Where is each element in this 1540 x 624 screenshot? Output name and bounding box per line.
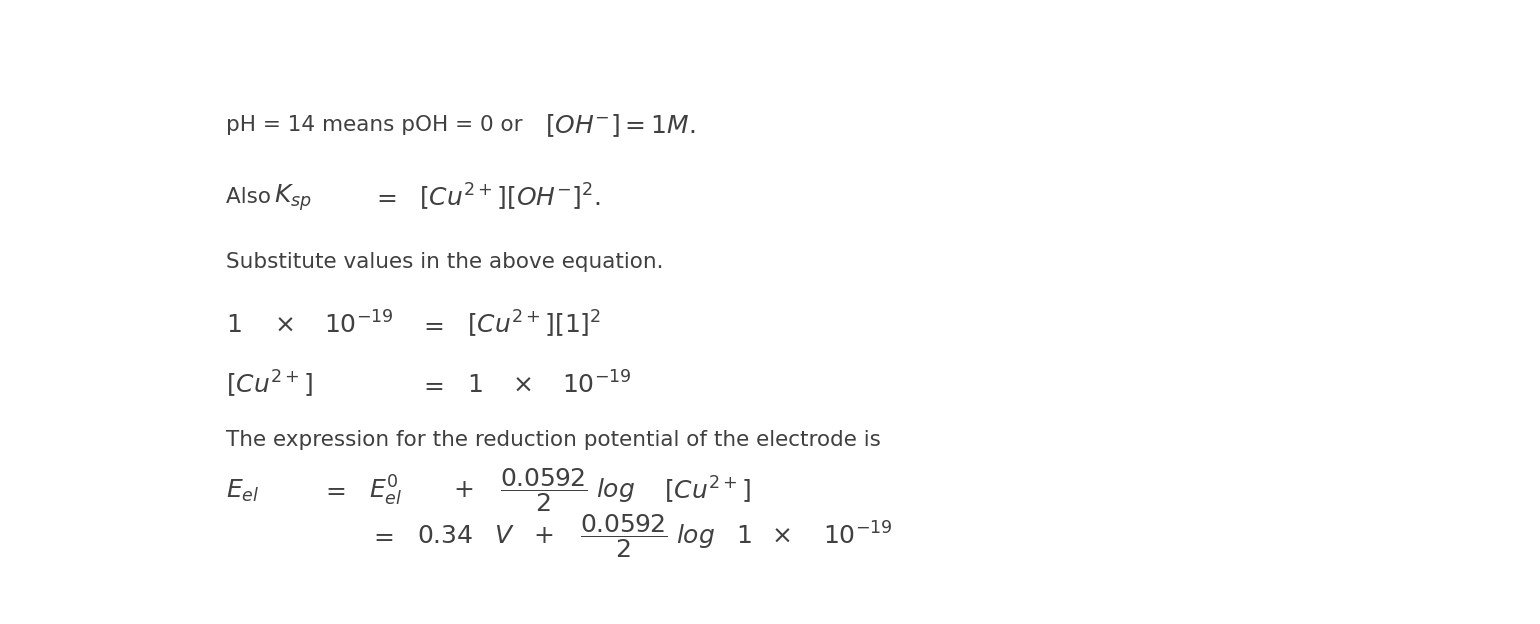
Text: $\left[OH^{-}\right] = 1M.$: $\left[OH^{-}\right] = 1M.$ (545, 112, 695, 139)
Text: $K_{sp}$: $K_{sp}$ (274, 182, 311, 213)
Text: pH = 14 means pOH = 0 or: pH = 14 means pOH = 0 or (226, 115, 530, 135)
Text: $\mathit{log}$: $\mathit{log}$ (596, 477, 634, 504)
Text: $\dfrac{0.0592}{2}$: $\dfrac{0.0592}{2}$ (500, 467, 588, 514)
Text: $\dfrac{0.0592}{2}$: $\dfrac{0.0592}{2}$ (581, 512, 668, 560)
Text: $E_{el}$: $E_{el}$ (226, 477, 259, 504)
Text: $V$: $V$ (494, 524, 514, 548)
Text: $=$: $=$ (322, 479, 347, 502)
Text: $10^{-19}$: $10^{-19}$ (822, 522, 892, 550)
Text: $=$: $=$ (419, 373, 445, 397)
Text: $\left[Cu^{2+}\right]\left[1\right]^{2}$: $\left[Cu^{2+}\right]\left[1\right]^{2}$ (467, 310, 601, 340)
Text: $=$: $=$ (371, 185, 397, 210)
Text: $10^{-19}$: $10^{-19}$ (323, 311, 394, 338)
Text: $0.34$: $0.34$ (417, 524, 473, 548)
Text: $+$: $+$ (453, 479, 473, 502)
Text: Also: Also (226, 187, 277, 207)
Text: The expression for the reduction potential of the electrode is: The expression for the reduction potenti… (226, 430, 881, 450)
Text: Substitute values in the above equation.: Substitute values in the above equation. (226, 252, 664, 272)
Text: $1$: $1$ (467, 373, 482, 397)
Text: $\left[Cu^{2+}\right]\left[OH^{-}\right]^{2}.$: $\left[Cu^{2+}\right]\left[OH^{-}\right]… (419, 182, 601, 213)
Text: $\mathit{log}$: $\mathit{log}$ (676, 522, 715, 550)
Text: $E^{0}_{el}$: $E^{0}_{el}$ (370, 474, 402, 507)
Text: $\times$: $\times$ (772, 524, 792, 548)
Text: $+$: $+$ (533, 524, 553, 548)
Text: $10^{-19}$: $10^{-19}$ (562, 371, 633, 398)
Text: $\times$: $\times$ (274, 313, 293, 337)
Text: $=$: $=$ (419, 313, 445, 337)
Text: $\times$: $\times$ (513, 373, 531, 397)
Text: $\left[Cu^{2+}\right]$: $\left[Cu^{2+}\right]$ (226, 369, 313, 400)
Text: $1$: $1$ (736, 524, 752, 548)
Text: $1$: $1$ (226, 313, 242, 337)
Text: $\left[Cu^{2+}\right]$: $\left[Cu^{2+}\right]$ (664, 475, 752, 506)
Text: $=$: $=$ (370, 524, 394, 548)
